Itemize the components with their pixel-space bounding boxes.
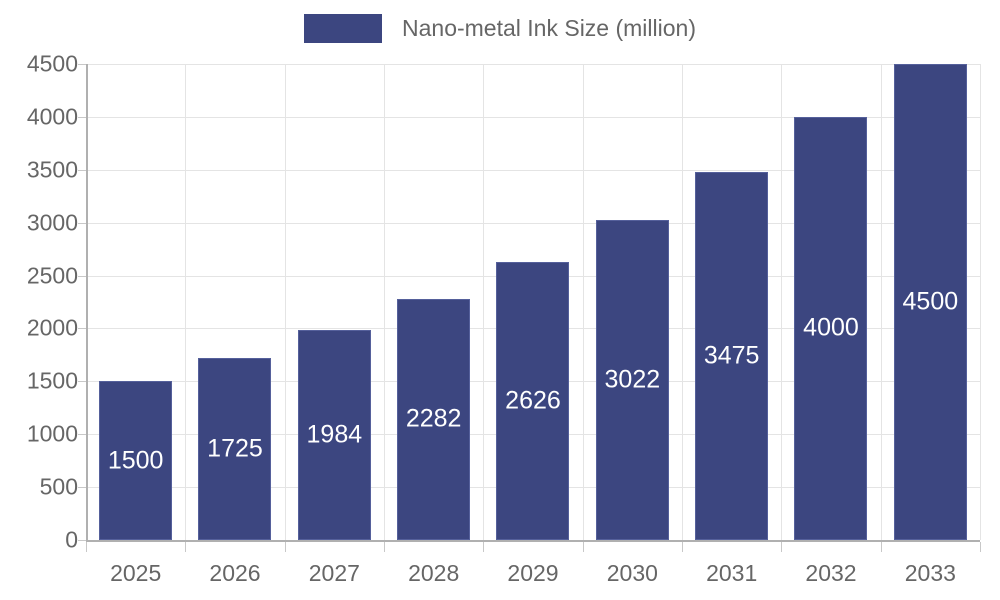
bar[interactable] xyxy=(496,262,570,540)
y-axis-tick-label: 2500 xyxy=(26,262,78,289)
bar-group: 4000 xyxy=(794,64,868,540)
bar-series-nano-metal-ink-size: 1500 1725 1984 2282 2626 3022 3475 4000 4500 xyxy=(86,64,980,540)
y-axis-tick-labels: 0 500 1000 1500 2000 2500 3000 3500 4000 4500 xyxy=(0,52,86,551)
bar-group: 2626 xyxy=(496,64,570,540)
y-axis-tick-mark xyxy=(78,64,86,65)
y-axis-tick-label: 3500 xyxy=(26,156,78,183)
bar[interactable] xyxy=(595,220,669,540)
x-axis-tick-label: 2033 xyxy=(904,560,956,586)
x-axis-tick-label: 2032 xyxy=(805,560,857,586)
y-axis-tick-label: 4500 xyxy=(26,50,78,77)
bar-group: 1500 xyxy=(99,64,173,540)
y-axis-tick-label: 500 xyxy=(39,473,78,500)
y-axis-tick-label: 2000 xyxy=(26,314,78,341)
bar-group: 2282 xyxy=(397,64,471,540)
x-axis-tick-label: 2028 xyxy=(408,560,460,586)
y-axis-tick-label: 0 xyxy=(65,526,78,553)
x-axis-tick-mark xyxy=(881,542,882,552)
x-axis-tick-mark xyxy=(86,542,87,552)
y-axis-tick-mark xyxy=(78,381,86,383)
x-axis-tick-label: 2029 xyxy=(507,560,559,586)
bar[interactable] xyxy=(99,381,173,540)
x-axis-tick-mark xyxy=(980,542,981,552)
y-axis-tick-label: 4000 xyxy=(26,103,78,130)
bar[interactable] xyxy=(893,64,967,540)
bar[interactable] xyxy=(695,172,769,540)
x-axis-tick-label: 2025 xyxy=(110,560,162,586)
bar-group: 3475 xyxy=(695,64,769,540)
x-axis-tick-label: 2027 xyxy=(308,560,360,586)
y-axis-tick-mark xyxy=(78,434,86,436)
gridline-vertical xyxy=(185,64,186,540)
x-axis-tick-mark xyxy=(285,542,286,552)
y-axis-tick-mark xyxy=(78,328,86,330)
y-axis-tick-mark xyxy=(78,275,86,277)
x-axis-tick-mark xyxy=(583,542,584,552)
gridline-horizontal xyxy=(86,64,980,65)
gridline-vertical xyxy=(483,64,484,540)
legend-swatch-icon xyxy=(304,13,382,43)
bar[interactable] xyxy=(297,330,371,540)
gridline-vertical xyxy=(583,64,584,540)
y-axis-line xyxy=(86,64,88,542)
gridline-horizontal xyxy=(86,116,980,118)
gridline-horizontal xyxy=(86,169,980,171)
bar[interactable] xyxy=(397,298,471,540)
gridline-vertical xyxy=(781,64,782,540)
gridline-vertical xyxy=(384,64,385,540)
x-axis-tick-label: 2031 xyxy=(706,560,758,586)
x-axis-tick-mark xyxy=(483,542,484,552)
y-axis-tick-mark xyxy=(78,222,86,224)
x-axis-tick-labels: 2025 2026 2027 2028 2029 2030 2031 2032 2033 xyxy=(86,542,981,600)
bar-group: 1725 xyxy=(198,64,272,540)
bar[interactable] xyxy=(794,116,868,540)
y-axis-tick-label: 1500 xyxy=(26,367,78,394)
x-axis-tick-mark xyxy=(384,542,385,552)
chart-legend: Nano-metal Ink Size (million) xyxy=(0,0,1000,56)
gridline-vertical xyxy=(682,64,683,540)
y-axis-tick-label: 1000 xyxy=(26,420,78,447)
legend-entry-label: Nano-metal Ink Size (million) xyxy=(402,14,696,41)
gridline-vertical xyxy=(980,64,981,540)
y-axis-tick-mark xyxy=(78,116,86,118)
gridline-horizontal xyxy=(86,222,980,224)
x-axis-tick-label: 2026 xyxy=(209,560,261,586)
y-axis-tick-mark xyxy=(78,540,86,541)
bar-group: 3022 xyxy=(595,64,669,540)
bar[interactable] xyxy=(198,357,272,540)
gridline-horizontal xyxy=(86,540,980,542)
y-axis-tick-mark xyxy=(78,169,86,171)
bar-group: 4500 xyxy=(893,64,967,540)
gridline-vertical xyxy=(881,64,882,540)
y-axis-tick-label: 3000 xyxy=(26,209,78,236)
bar-group: 1984 xyxy=(297,64,371,540)
gridline-vertical xyxy=(285,64,286,540)
x-axis-tick-label: 2030 xyxy=(606,560,658,586)
x-axis-tick-mark xyxy=(682,542,683,552)
y-axis-tick-mark xyxy=(78,487,86,489)
x-axis-tick-mark xyxy=(185,542,186,552)
x-axis-tick-mark xyxy=(781,542,782,552)
